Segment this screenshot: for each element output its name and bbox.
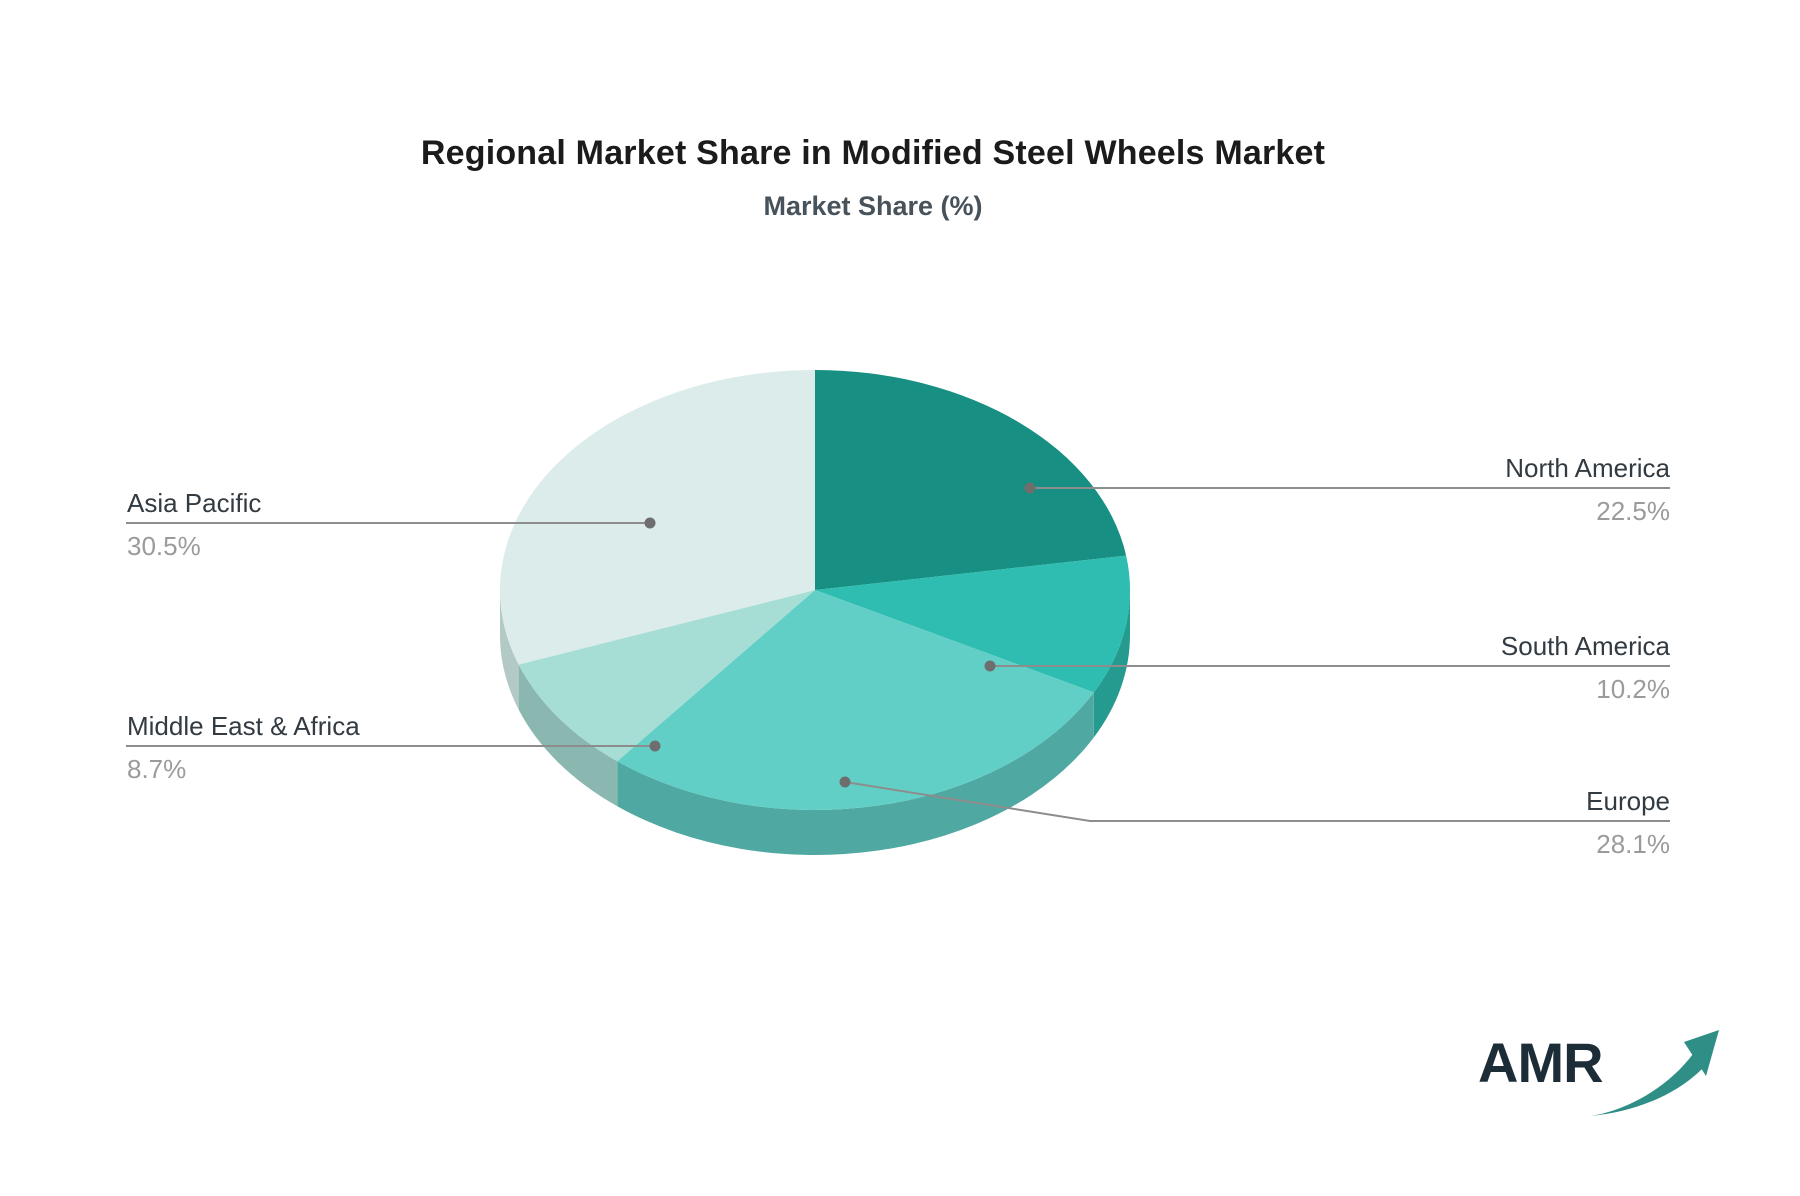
slice-label-south-america: South America 10.2% bbox=[1501, 630, 1670, 704]
slice-value-text: 10.2% bbox=[1596, 674, 1670, 704]
chart-title: Regional Market Share in Modified Steel … bbox=[420, 134, 1326, 172]
slice-label-text: North America bbox=[1505, 453, 1670, 483]
slice-label-text: Asia Pacific bbox=[127, 488, 262, 518]
slice-label-middle-east-africa: Middle East & Africa 8.7% bbox=[127, 710, 360, 784]
slice-label-text: South America bbox=[1500, 631, 1670, 661]
slice-label-text: Middle East & Africa bbox=[127, 711, 360, 741]
leader-dot-south-america bbox=[984, 660, 996, 672]
pie-slice-side-south-america bbox=[1093, 590, 1130, 738]
slice-label-asia-pacific: Asia Pacific 30.5% bbox=[127, 487, 261, 561]
leader-line-europe bbox=[844, 781, 1670, 822]
pie-slice-middle-east-africa[interactable] bbox=[518, 590, 815, 762]
logo-arrow-icon bbox=[1591, 1030, 1719, 1116]
brand-logo: AMR bbox=[1478, 1030, 1728, 1130]
slice-label-text: Europe bbox=[1586, 786, 1670, 816]
pie-slice-north-america[interactable] bbox=[815, 370, 1127, 590]
pie-slice-side-europe bbox=[617, 692, 1094, 855]
pie-slice-europe[interactable] bbox=[617, 590, 1094, 811]
pie-slice-south-america[interactable] bbox=[815, 555, 1130, 693]
leader-dot-europe bbox=[839, 776, 851, 788]
slice-value-text: 30.5% bbox=[127, 531, 201, 561]
slice-value-text: 28.1% bbox=[1596, 829, 1670, 859]
pie-slice-side-asia-pacific bbox=[500, 590, 519, 710]
slice-value-text: 8.7% bbox=[127, 754, 187, 784]
chart-subtitle: Market Share (%) bbox=[763, 191, 983, 221]
pie-slice-asia-pacific[interactable] bbox=[499, 370, 815, 665]
leader-dot-north-america bbox=[1024, 482, 1036, 494]
leader-dot-middle-east-africa bbox=[649, 740, 661, 752]
leader-dot-asia-pacific bbox=[644, 517, 656, 529]
pie-slice-side-middle-east-africa bbox=[518, 664, 618, 807]
slice-value-text: 22.5% bbox=[1596, 496, 1670, 526]
logo-text: AMR bbox=[1478, 1031, 1604, 1094]
slice-label-europe: Europe 28.1% bbox=[1586, 785, 1670, 859]
slice-label-north-america: North America 22.5% bbox=[1505, 452, 1670, 526]
